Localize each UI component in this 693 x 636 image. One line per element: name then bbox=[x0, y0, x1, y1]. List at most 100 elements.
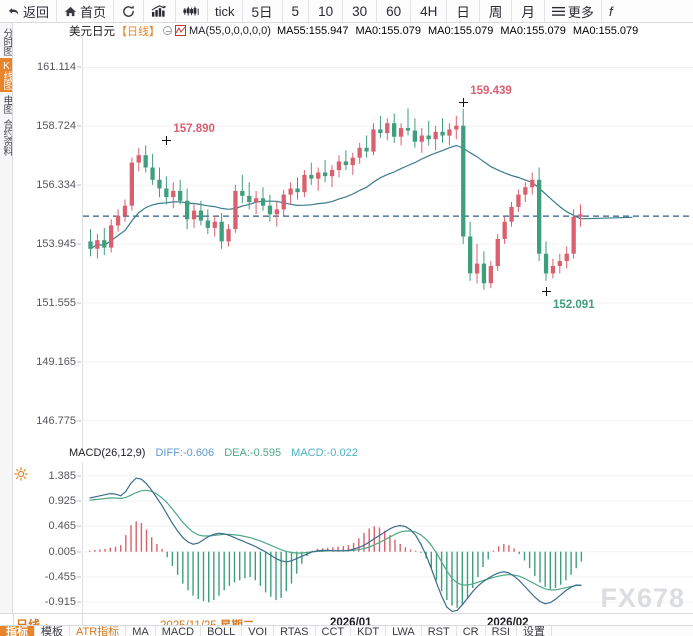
macd-legend: MACD(26,12,9) DIFF:-0.606 DEA:-0.595 MAC… bbox=[13, 447, 693, 462]
price-tick-mark-1 bbox=[77, 125, 81, 127]
macd-tick-mark-3 bbox=[77, 551, 81, 553]
symbol-label: 美元日元 bbox=[69, 25, 115, 38]
macd-y-axis: 1.385 0.925 0.465 0.005 -0.455 -0.915 bbox=[13, 459, 81, 614]
macd-tick-label-4: -0.455 bbox=[44, 571, 76, 583]
indicator-tab-设置[interactable]: 设置 bbox=[517, 626, 552, 636]
macd-tick-label-5: -0.915 bbox=[44, 596, 76, 609]
price-y-axis: 161.114 158.724 156.334 153.945 151.555 149.1… bbox=[13, 23, 81, 443]
period-month-button[interactable]: 月 bbox=[512, 0, 545, 22]
macd-tick-label-1: 0.925 bbox=[48, 495, 76, 507]
indicator-tab-RSI[interactable]: RSI bbox=[486, 626, 517, 636]
price-tick-mark-0 bbox=[77, 66, 81, 68]
price-tick-label-2: 156.334 bbox=[36, 179, 76, 192]
macd-diff-value: DIFF:-0.606 bbox=[155, 447, 215, 459]
home-button-label: 首页 bbox=[80, 4, 107, 20]
period-week-button-label: 周 bbox=[488, 5, 503, 20]
price-tick-label-1: 158.724 bbox=[36, 120, 76, 133]
refresh-icon bbox=[121, 4, 136, 19]
indicator-tab-MACD[interactable]: MACD bbox=[156, 626, 202, 636]
period-30-button-label: 30 bbox=[352, 3, 368, 19]
macd-chart-pane[interactable] bbox=[82, 463, 693, 615]
period-10-button-label: 10 bbox=[318, 3, 334, 19]
price-tick-mark-2 bbox=[77, 184, 81, 186]
macd-tick-mark-5 bbox=[77, 601, 81, 603]
chart-area: 美元日元 【日线】 MA(55,0,0,0,0,0) MA55:155.947 … bbox=[13, 23, 693, 615]
macd-tick-label-2: 0.465 bbox=[48, 520, 76, 533]
indicator-settings-icon[interactable] bbox=[14, 467, 28, 481]
period-60-button-label: 60 bbox=[386, 3, 402, 19]
chart-type-button[interactable] bbox=[144, 0, 177, 22]
macd-dea-value: DEA:-0.595 bbox=[224, 447, 282, 459]
indicator-tab-VOI[interactable]: VOI bbox=[242, 626, 275, 636]
ma0-value-2: MA0:155.079 bbox=[427, 24, 494, 37]
left-sidebar: 分时图 K线图电图合约资料 bbox=[0, 23, 13, 613]
more-button[interactable]: 更多 bbox=[545, 0, 602, 22]
price-legend: 美元日元 【日线】 MA(55,0,0,0,0,0) MA55:155.947 … bbox=[13, 23, 693, 38]
price-tick-mark-5 bbox=[77, 361, 81, 363]
price-tick-mark-4 bbox=[77, 302, 81, 304]
sidebar-item-3[interactable]: 合约资料 bbox=[1, 119, 12, 155]
indicator-tab-ATR指标[interactable]: ATR指标 bbox=[70, 626, 127, 636]
more-button-label: 更多 bbox=[567, 4, 594, 20]
macd-macd-value: MACD:-0.022 bbox=[291, 447, 358, 459]
price-tick-mark-6 bbox=[77, 420, 81, 422]
sidebar-item-0[interactable]: 分时图 bbox=[1, 28, 12, 55]
period-month-button-label: 月 bbox=[521, 5, 535, 20]
period-4h-button[interactable]: 4H bbox=[411, 0, 448, 22]
period-30-button[interactable]: 30 bbox=[343, 0, 378, 22]
macd-tick-mark-1 bbox=[77, 500, 81, 502]
ma55-value: MA55:155.947 bbox=[276, 24, 349, 37]
macd-tick-mark-2 bbox=[77, 525, 81, 527]
indicator-tab-KDT[interactable]: KDT bbox=[351, 626, 387, 636]
period-5day-button[interactable]: 5日 bbox=[243, 0, 283, 22]
refresh-button[interactable] bbox=[114, 0, 145, 22]
period-day-button-label: 日 bbox=[456, 5, 470, 20]
period-5-button[interactable]: 5 bbox=[283, 0, 310, 22]
period-label: 【日线】 bbox=[116, 25, 160, 38]
price-tick-mark-3 bbox=[77, 243, 81, 245]
top-toolbar: 返回 首页 tick 5日 5 10 30 60 4H 日 周 月 更多 f bbox=[0, 0, 693, 23]
macd-tick-mark-0 bbox=[77, 475, 81, 477]
period-week-button[interactable]: 周 bbox=[480, 0, 513, 22]
tick-button[interactable]: tick bbox=[208, 0, 243, 22]
price-tick-label-3: 153.945 bbox=[36, 238, 76, 250]
candles-button[interactable] bbox=[176, 0, 209, 22]
hamburger-icon bbox=[551, 6, 565, 17]
macd-tick-label-0: 1.385 bbox=[48, 469, 76, 482]
indicator-tab-CR[interactable]: CR bbox=[457, 626, 486, 636]
sidebar-item-1[interactable]: K线图 bbox=[0, 58, 12, 92]
back-button-label: 返回 bbox=[23, 4, 50, 20]
period-60-button[interactable]: 60 bbox=[377, 0, 412, 22]
ma0-value-3: MA0:155.079 bbox=[500, 24, 566, 37]
sidebar-item-2[interactable]: 电图 bbox=[1, 95, 12, 113]
price-tick-label-4: 151.555 bbox=[36, 296, 76, 309]
toolbar-overflow-area: f bbox=[608, 3, 613, 19]
price-tick-label-0: 161.114 bbox=[37, 61, 76, 74]
price-chart-pane[interactable]: 157.890 159.439 152.091 bbox=[82, 38, 693, 450]
price-tick-label-6: 146.775 bbox=[36, 414, 76, 427]
macd-tick-label-3: 0.005 bbox=[48, 545, 76, 558]
ma-formula-label: MA(55,0,0,0,0,0) bbox=[189, 24, 271, 37]
indicator-tab-RST[interactable]: RST bbox=[422, 626, 457, 636]
period-5day-button-label: 5日 bbox=[251, 5, 273, 20]
indicator-tab-模板[interactable]: 模板 bbox=[35, 626, 70, 636]
period-10-button[interactable]: 10 bbox=[309, 0, 344, 22]
indicator-tab-LWA[interactable]: LWA bbox=[386, 626, 422, 636]
ma-indicator-icon[interactable] bbox=[175, 25, 186, 36]
home-button[interactable]: 首页 bbox=[57, 0, 115, 22]
back-arrow-icon bbox=[7, 5, 20, 18]
indicator-tab-MA[interactable]: MA bbox=[126, 626, 156, 636]
indicator-tab-BOLL[interactable]: BOLL bbox=[201, 626, 243, 636]
period-day-button[interactable]: 日 bbox=[447, 0, 480, 22]
price-tick-label-5: 149.165 bbox=[36, 355, 76, 368]
indicator-tab-RTAS[interactable]: RTAS bbox=[274, 626, 316, 636]
ma0-value-4: MA0:155.079 bbox=[572, 24, 639, 37]
back-button[interactable]: 返回 bbox=[0, 0, 58, 22]
indicator-tab-指标[interactable]: 指标 bbox=[0, 626, 35, 636]
indicator-tab-bar: 指标 模板 ATR指标 MA MACD BOLL VOI RTAS CCT KDT LWA RST CR… bbox=[0, 625, 693, 636]
indicator-tab-CCT[interactable]: CCT bbox=[316, 626, 352, 636]
ma0-value-1: MA0:155.079 bbox=[355, 24, 421, 37]
home-icon bbox=[64, 5, 77, 18]
collapse-icon[interactable] bbox=[163, 26, 172, 35]
